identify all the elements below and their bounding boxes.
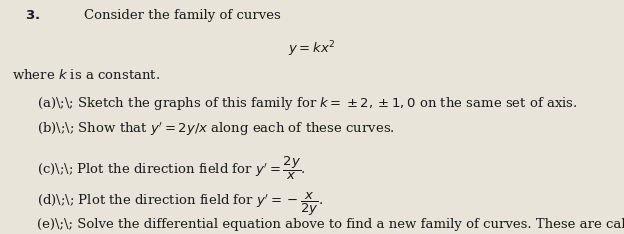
Text: where $k$ is a constant.: where $k$ is a constant.: [12, 68, 160, 82]
Text: (d)\;\; Plot the direction field for $y^{\prime} = -\dfrac{x}{2y}$.: (d)\;\; Plot the direction field for $y^…: [37, 191, 324, 218]
Text: (a)\;\; Sketch the graphs of this family for $k = \pm2, \pm1, 0$ on the same set: (a)\;\; Sketch the graphs of this family…: [37, 95, 578, 112]
Text: $\mathbf{3.}$: $\mathbf{3.}$: [25, 9, 40, 22]
Text: $y = kx^2$: $y = kx^2$: [288, 40, 336, 59]
Text: (c)\;\; Plot the direction field for $y^{\prime} = \dfrac{2y}{x}$.: (c)\;\; Plot the direction field for $y^…: [37, 154, 306, 182]
Text: (b)\;\; Show that $y^{\prime} = 2y/x$ along each of these curves.: (b)\;\; Show that $y^{\prime} = 2y/x$ al…: [37, 121, 396, 138]
Text: (e)\;\; Solve the differential equation above to find a new family of curves. Th: (e)\;\; Solve the differential equation …: [37, 218, 624, 231]
Text: Consider the family of curves: Consider the family of curves: [84, 9, 281, 22]
